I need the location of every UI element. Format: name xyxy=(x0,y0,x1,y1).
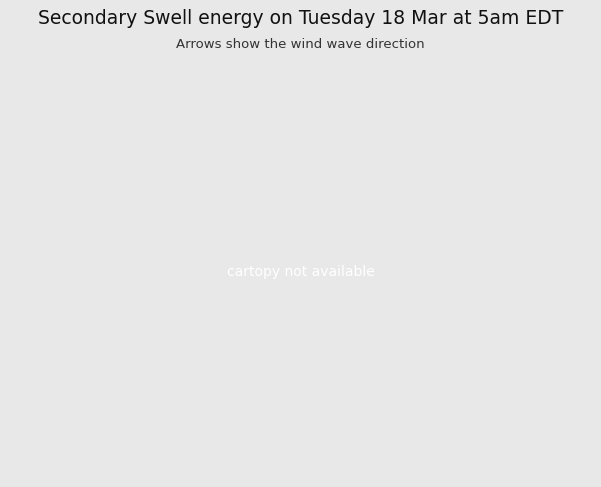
Text: Arrows show the wind wave direction: Arrows show the wind wave direction xyxy=(176,38,425,51)
Text: Secondary Swell energy on Tuesday 18 Mar at 5am EDT: Secondary Swell energy on Tuesday 18 Mar… xyxy=(38,9,563,28)
Text: cartopy not available: cartopy not available xyxy=(227,265,374,279)
